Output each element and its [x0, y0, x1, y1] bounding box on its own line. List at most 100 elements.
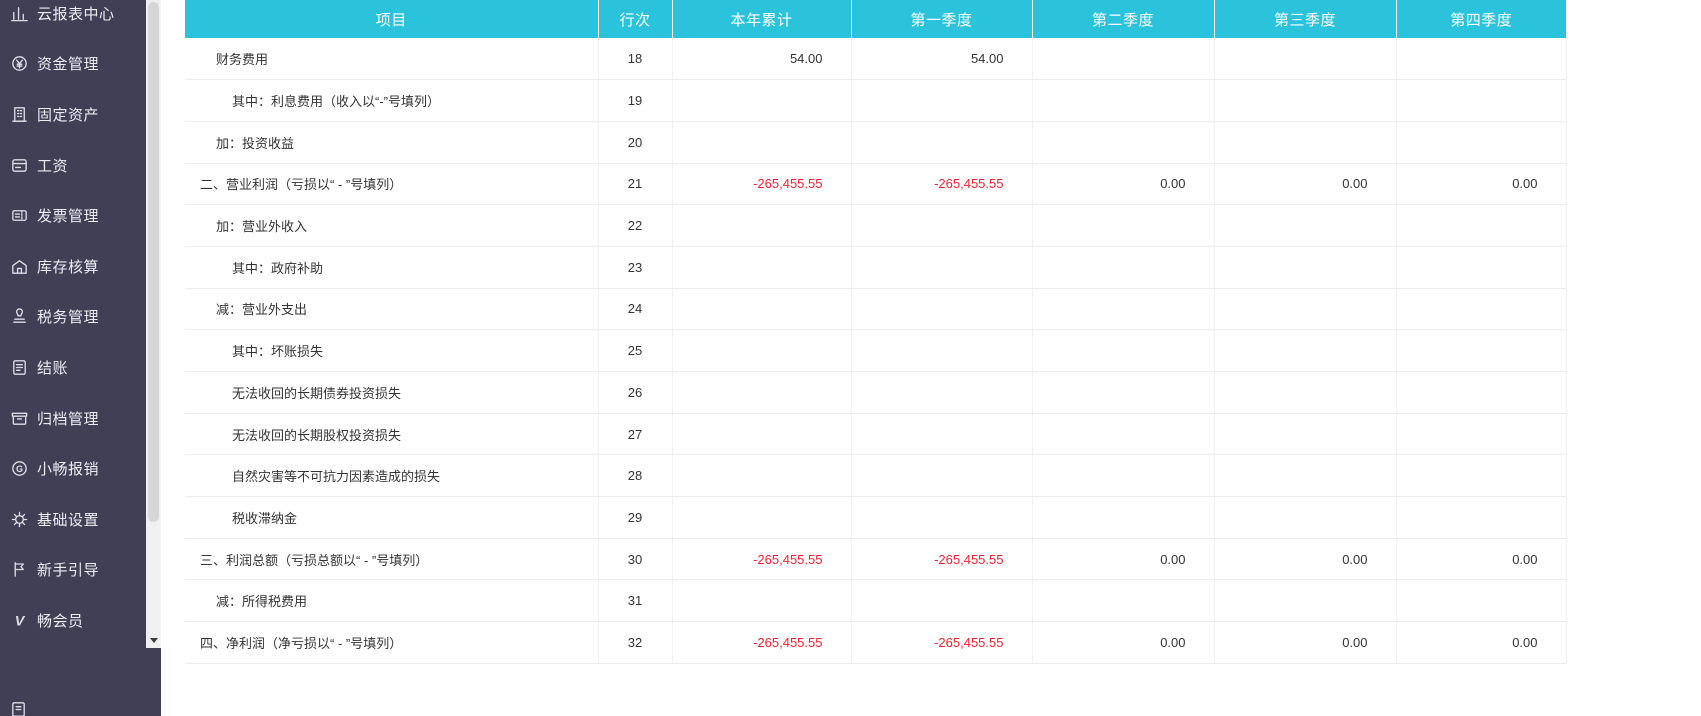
ytd-value-cell: [672, 413, 852, 456]
table-row: 减：营业外支出 24: [185, 288, 1567, 331]
table-row: 四、净利润（净亏损以“ - ”号填列） 32 -265,455.55 -265,455…: [185, 621, 1567, 664]
vbadge-icon: V: [9, 610, 29, 630]
q1-value-cell: -265,455.55: [851, 163, 1033, 206]
arrow-down-icon: [149, 637, 158, 643]
sidebar-item-label: 库存核算: [37, 258, 100, 276]
ytd-value-cell: -265,455.55: [672, 621, 852, 664]
sidebar-item-inventory-accounting[interactable]: 库存核算: [0, 241, 146, 292]
sidebar-item-novice-guide[interactable]: 新手引导: [0, 545, 146, 596]
q2-value-cell: [1032, 246, 1215, 289]
q1-value-cell: -265,455.55: [851, 621, 1033, 664]
item-cell: 自然灾害等不可抗力因素造成的损失: [185, 454, 599, 498]
line-number-cell: 28: [598, 454, 673, 498]
table-row: 其中：利息费用（收入以“-”号填列） 19: [185, 79, 1567, 122]
q4-value-cell: [1396, 579, 1567, 623]
q4-value-cell: [1396, 413, 1567, 456]
q3-value-cell: [1214, 288, 1397, 331]
home-icon: [9, 256, 29, 276]
q3-value-cell: 0.00: [1214, 538, 1397, 581]
item-cell: 四、净利润（净亏损以“ - ”号填列）: [185, 621, 599, 664]
table-row: 加：营业外收入 22: [185, 204, 1567, 247]
table-row: 其中：坏账损失 25: [185, 329, 1567, 372]
sidebar-item-xiaochang-expense[interactable]: G 小畅报销: [0, 443, 146, 494]
q1-value-cell: [851, 413, 1033, 456]
ytd-value-cell: [672, 121, 852, 164]
q4-value-cell: [1396, 246, 1567, 289]
q4-value-cell: [1396, 454, 1567, 498]
sidebar-item-chang-member[interactable]: V 畅会员: [0, 595, 146, 646]
q3-value-cell: [1214, 204, 1397, 247]
line-number-cell: 24: [598, 288, 673, 331]
sidebar-menu: 云报表中心资金管理固定资产工资发票管理库存核算税务管理结账 归档管理 G 小畅报销基础…: [0, 0, 146, 646]
table-header-row: 项目 行次 本年累计 第一季度 第二季度 第三季度 第四季度: [185, 0, 1566, 38]
sidebar-item-salary[interactable]: 工资: [0, 140, 146, 191]
sidebar-item-label: 税务管理: [37, 309, 100, 327]
q2-value-cell: [1032, 371, 1215, 414]
line-number-cell: 21: [598, 163, 673, 206]
table-row: 减：所得税费用 31: [185, 579, 1567, 623]
column-header-q1: 第一季度: [851, 0, 1033, 38]
table-row: 财务费用 18 54.00 54.00: [185, 38, 1567, 81]
q3-value-cell: [1214, 454, 1397, 498]
item-cell: 加：营业外收入: [185, 204, 599, 247]
sidebar-scrollbar[interactable]: [146, 0, 161, 648]
svg-text:G: G: [15, 464, 22, 474]
q2-value-cell: [1032, 413, 1215, 456]
line-number-cell: 23: [598, 246, 673, 289]
scrollbar-thumb[interactable]: [148, 2, 159, 522]
q4-value-cell: 0.00: [1396, 621, 1567, 664]
sidebar-item-label: 畅会员: [37, 612, 84, 630]
q4-value-cell: [1396, 121, 1567, 164]
sidebar-item-label: 资金管理: [37, 56, 100, 74]
item-cell: 其中：政府补助: [185, 246, 599, 289]
item-cell: 税收滞纳金: [185, 496, 599, 539]
q3-value-cell: [1214, 413, 1397, 456]
line-number-cell: 20: [598, 121, 673, 164]
sidebar-item-funds-management[interactable]: 资金管理: [0, 39, 146, 90]
q3-value-cell: [1214, 79, 1397, 122]
scroll-down-button[interactable]: [146, 632, 161, 648]
table-body: 财务费用 18 54.00 54.00 其中：利息费用（收入以“-”号填列） 19 加：投资…: [185, 38, 1567, 664]
table-row: 税收滞纳金 29: [185, 496, 1567, 539]
sidebar-item-label: 工资: [37, 157, 69, 175]
line-number-cell: 19: [598, 79, 673, 122]
table-row: 二、营业利润（亏损以“ - ”号填列） 21 -265,455.55 -265,455…: [185, 163, 1567, 206]
ytd-value-cell: 54.00: [672, 38, 852, 81]
table-row: 无法收回的长期股权投资损失 27: [185, 413, 1567, 456]
line-number-cell: 18: [598, 38, 673, 81]
item-cell: 无法收回的长期股权投资损失: [185, 413, 599, 456]
sidebar-item-basic-settings[interactable]: 基础设置: [0, 494, 146, 545]
q1-value-cell: [851, 496, 1033, 539]
line-number-cell: 32: [598, 621, 673, 664]
q1-value-cell: [851, 79, 1033, 122]
q2-value-cell: 0.00: [1032, 163, 1215, 206]
table-row: 其中：政府补助 23: [185, 246, 1567, 289]
sidebar-item-label: 小畅报销: [37, 461, 100, 479]
sidebar-item-archive-management[interactable]: 归档管理: [0, 393, 146, 444]
sidebar-item-partial[interactable]: [9, 700, 28, 716]
ytd-value-cell: [672, 204, 852, 247]
column-header-item: 项目: [185, 0, 599, 38]
q1-value-cell: -265,455.55: [851, 538, 1033, 581]
table-row: 自然灾害等不可抗力因素造成的损失 28: [185, 454, 1567, 498]
line-number-cell: 22: [598, 204, 673, 247]
sidebar-item-cloud-report-center[interactable]: 云报表中心: [0, 0, 146, 39]
archive-icon: [9, 408, 29, 428]
item-cell: 减：所得税费用: [185, 579, 599, 623]
sidebar-item-label: 发票管理: [37, 208, 100, 226]
sidebar-item-fixed-assets[interactable]: 固定资产: [0, 89, 146, 140]
sidebar-item-invoice-management[interactable]: 发票管理: [0, 190, 146, 241]
item-cell: 财务费用: [185, 38, 599, 81]
q2-value-cell: [1032, 329, 1215, 372]
q3-value-cell: [1214, 121, 1397, 164]
column-header-line: 行次: [598, 0, 673, 38]
building-icon: [9, 104, 29, 124]
column-header-q3: 第三季度: [1214, 0, 1397, 38]
sidebar-item-tax-management[interactable]: 税务管理: [0, 292, 146, 343]
q3-value-cell: [1214, 38, 1397, 81]
q2-value-cell: [1032, 288, 1215, 331]
sidebar-item-label: 云报表中心: [37, 5, 115, 23]
sidebar-item-closing[interactable]: 结账: [0, 342, 146, 393]
q3-value-cell: 0.00: [1214, 163, 1397, 206]
